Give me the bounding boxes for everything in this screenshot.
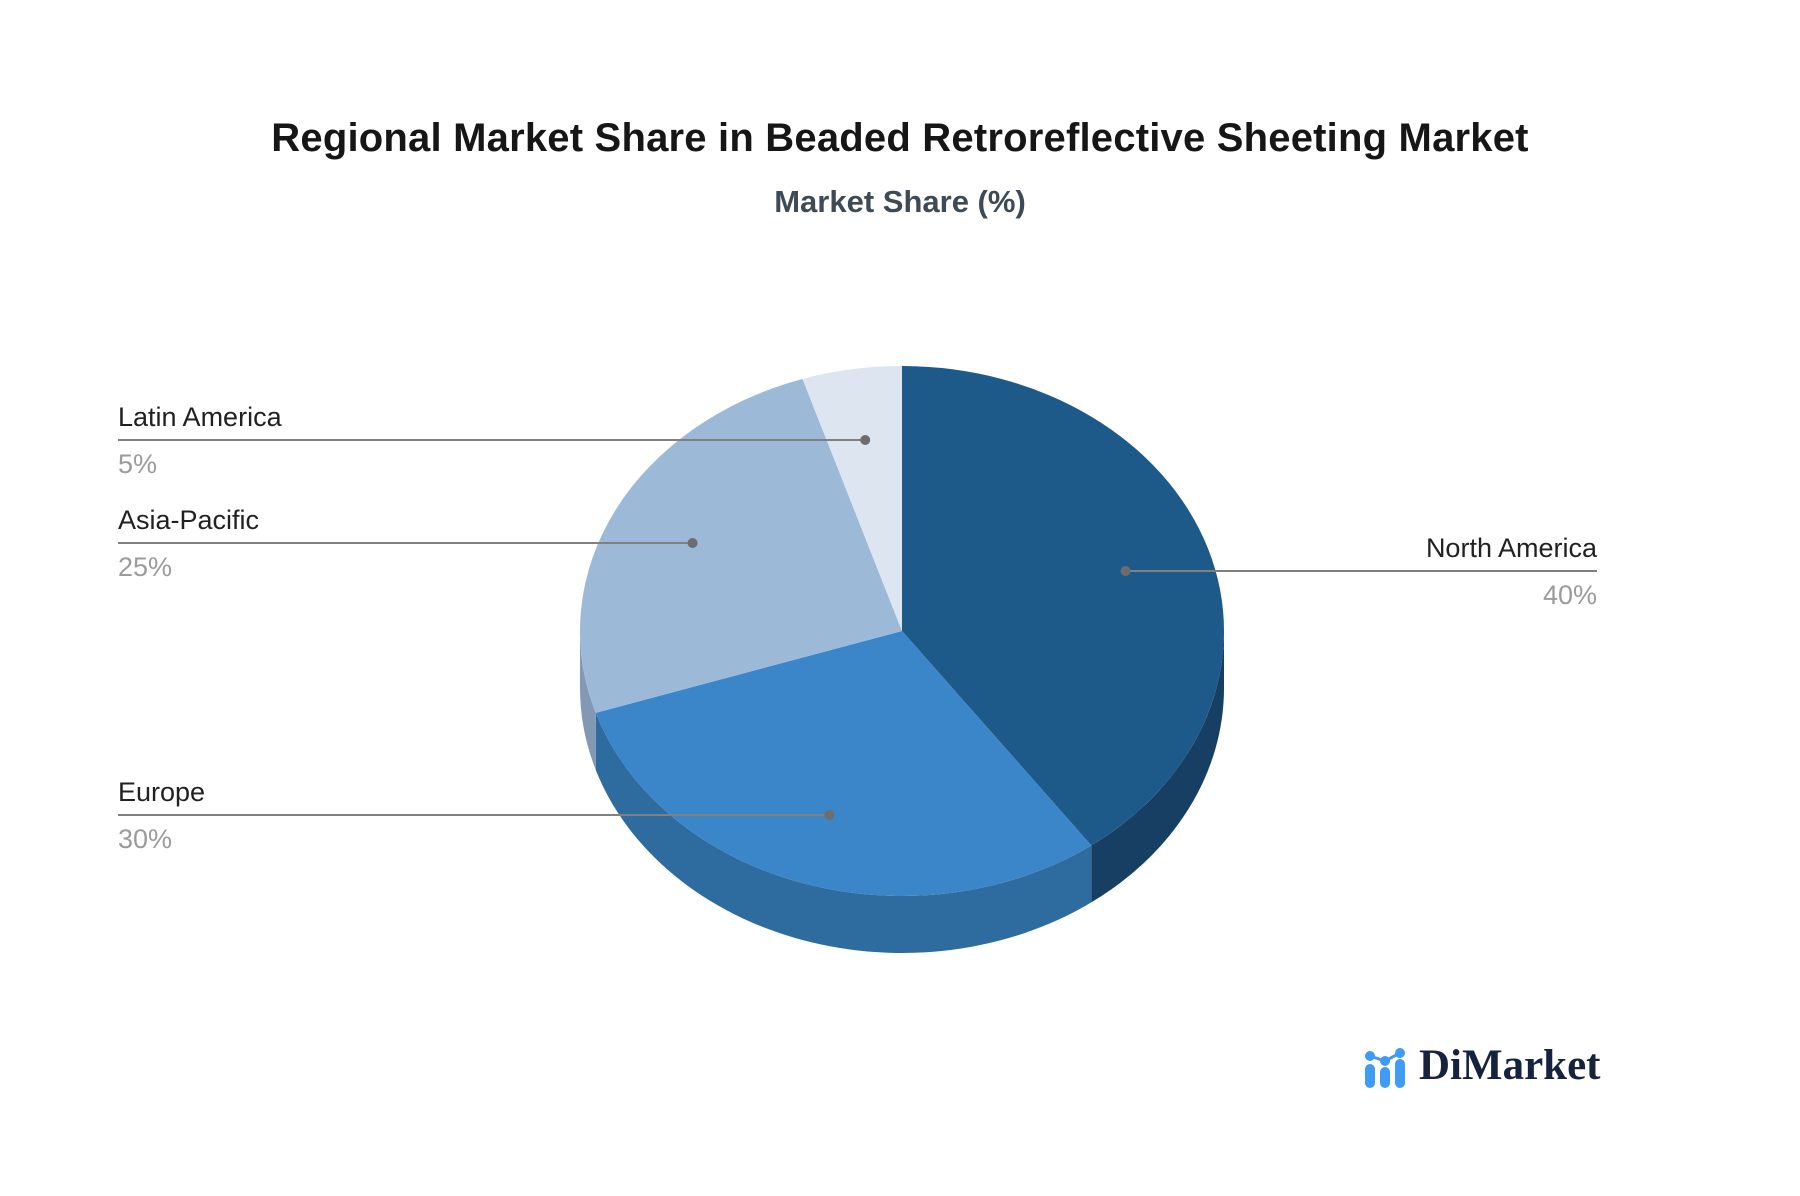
slice-percent-europe: 30% — [118, 824, 173, 854]
leader-dot-europe — [824, 810, 835, 820]
pie-slice-europe[interactable] — [595, 631, 1092, 897]
leader-dot-asia-pacific — [687, 538, 698, 548]
logo-bar — [1380, 1067, 1390, 1088]
pie-rim-europe — [595, 712, 1092, 954]
logo-dot — [1395, 1048, 1405, 1058]
slice-label-north-america: North America — [1425, 533, 1597, 563]
brand-logo: DiMarket — [1362, 1042, 1601, 1092]
leader-dot-north-america — [1120, 566, 1131, 576]
chart-subtitle: Market Share (%) — [774, 184, 1026, 219]
slice-percent-north-america: 40% — [1542, 580, 1597, 610]
logo-bar — [1395, 1059, 1405, 1088]
slice-label-latin-america: Latin America — [118, 402, 282, 432]
brand-name: DiMarket — [1419, 1042, 1601, 1089]
slice-percent-asia-pacific: 25% — [118, 552, 173, 582]
slice-percent-latin-america: 5% — [118, 449, 158, 479]
logo-dot — [1365, 1051, 1375, 1061]
leader-dot-latin-america — [860, 435, 871, 445]
slice-label-asia-pacific: Asia-Pacific — [118, 505, 260, 535]
pie-slice-north-america[interactable] — [902, 366, 1225, 846]
pie-slice-latin-america[interactable] — [802, 366, 902, 631]
slice-label-europe: Europe — [118, 777, 206, 807]
pie-rim-north-america — [1091, 631, 1224, 903]
pie-slice-asia-pacific[interactable] — [580, 378, 902, 713]
logo-bar — [1365, 1064, 1375, 1088]
chart-title: Regional Market Share in Beaded Retroref… — [271, 116, 1529, 160]
bar-chart-logo-icon — [1365, 1048, 1405, 1088]
logo-dot — [1380, 1056, 1390, 1066]
pie-rim-asia-pacific — [580, 631, 596, 770]
